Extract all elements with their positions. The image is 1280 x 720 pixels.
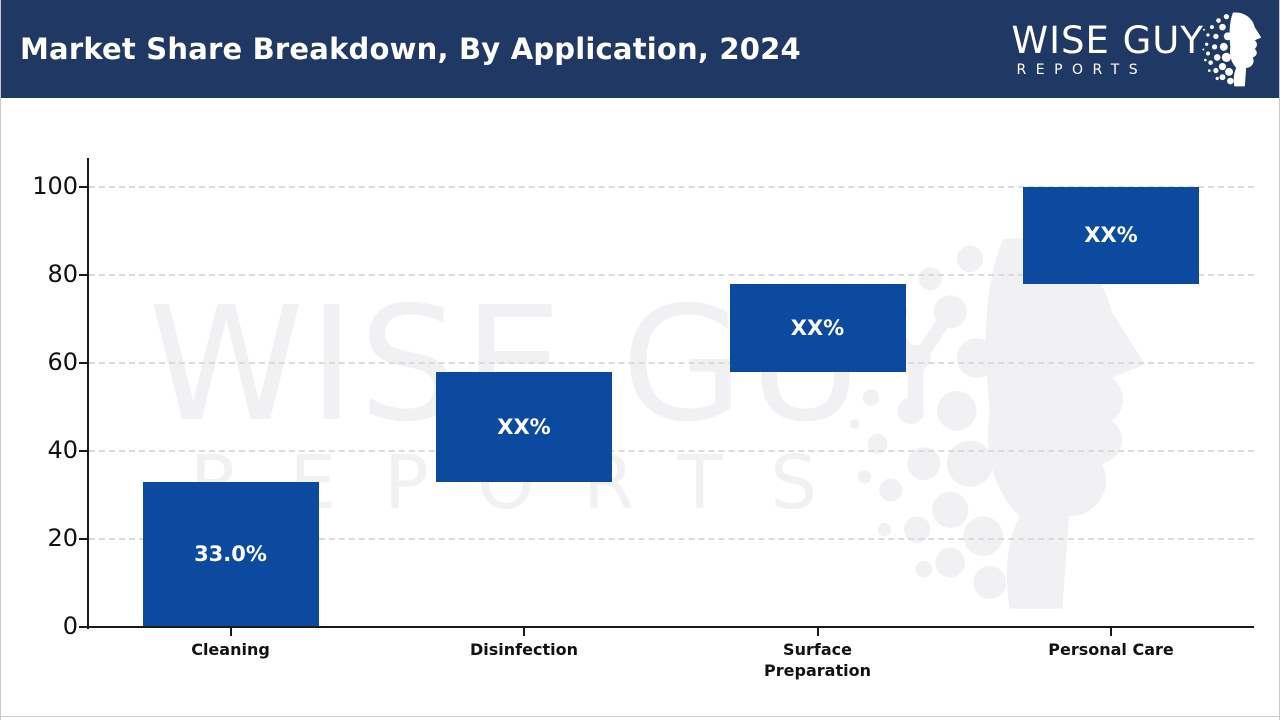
y-tick-80 [79, 274, 87, 276]
bar-value-label-personal-care: XX% [1084, 223, 1138, 248]
bar-surface-preparation: XX% [729, 283, 906, 372]
brand-logo: WISE GUY REPORTS [1012, 10, 1266, 89]
x-tick-surface-preparation [816, 628, 819, 636]
y-tick-label-40: 40 [47, 436, 78, 464]
bar-value-label-surface-preparation: XX% [790, 315, 845, 340]
brand-subname: REPORTS [1016, 61, 1148, 78]
x-tick-label-personal-care: Personal Care [1001, 639, 1221, 660]
y-tick-40 [79, 450, 87, 452]
brand-name: WISE GUY [1011, 18, 1204, 62]
bar-value-label-cleaning: 33.0% [194, 542, 267, 567]
page-title: Market Share Breakdown, By Application, … [20, 32, 801, 66]
bar-value-label-disinfection: XX% [497, 414, 551, 439]
y-tick-label-20: 20 [47, 524, 78, 552]
gridline-80 [89, 274, 1254, 276]
x-tick-personal-care [1110, 628, 1112, 636]
brand-head-icon [1200, 10, 1266, 89]
header-bar: Market Share Breakdown, By Application, … [0, 0, 1280, 98]
x-tick-label-line: Surface [783, 640, 852, 659]
y-tick-0 [79, 626, 87, 628]
x-tick-label-surface-preparation: Surface Preparation [708, 639, 928, 681]
bar-cleaning: 33.0% [142, 481, 319, 627]
x-tick-label-line: Preparation [764, 661, 871, 680]
page-border-bottom [0, 716, 1280, 717]
gridline-100 [89, 186, 1254, 188]
x-tick-cleaning [229, 628, 232, 636]
y-tick-label-100: 100 [32, 172, 78, 200]
x-axis-spine [87, 626, 1254, 628]
y-tick-label-0: 0 [62, 612, 78, 640]
bar-personal-care: XX% [1023, 187, 1199, 284]
page-border-left [0, 0, 1, 720]
bar-disinfection: XX% [436, 371, 612, 482]
x-tick-label-disinfection: Disinfection [414, 639, 634, 660]
y-tick-label-80: 80 [47, 260, 78, 288]
x-tick-label-line: Cleaning [191, 640, 270, 659]
x-tick-disinfection [523, 628, 525, 636]
y-tick-100 [79, 186, 87, 188]
x-tick-label-line: Disinfection [470, 640, 578, 659]
y-axis-spine [87, 158, 89, 629]
x-tick-label-cleaning: Cleaning [121, 639, 341, 660]
gridline-20 [89, 538, 1254, 540]
y-tick-60 [79, 362, 87, 364]
y-tick-20 [79, 538, 87, 540]
gridline-60 [89, 362, 1254, 364]
brand-logo-text: WISE GUY REPORTS [1012, 22, 1204, 77]
gridline-40 [89, 450, 1254, 452]
x-tick-label-line: Personal Care [1048, 640, 1174, 659]
y-tick-label-60: 60 [47, 348, 78, 376]
